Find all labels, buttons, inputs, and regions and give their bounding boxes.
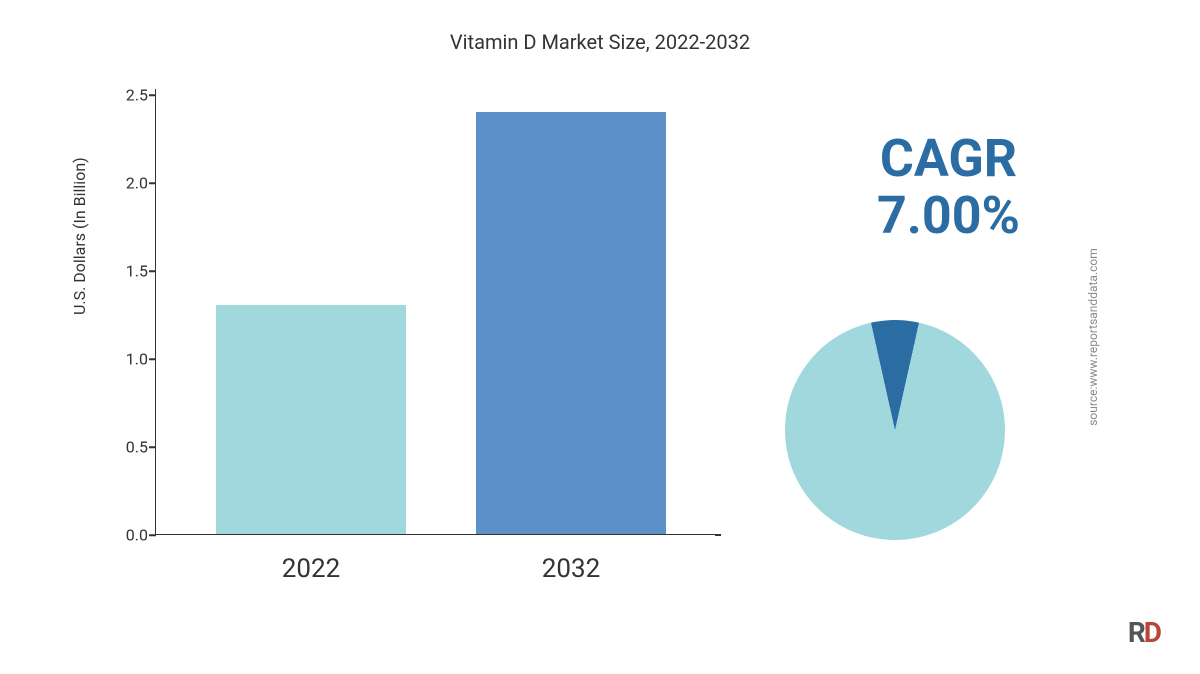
y-tick-mark [149, 182, 156, 184]
chart-title: Vitamin D Market Size, 2022-2032 [450, 30, 750, 54]
bar-2032 [476, 112, 666, 534]
pie-chart [785, 320, 1005, 540]
cagr-value: 7.00% [877, 187, 1020, 244]
source-attribution: source:www.reportsanddata.com [1086, 248, 1100, 426]
bar-chart-area: 0.00.51.01.52.02.520222032 [155, 95, 715, 535]
cagr-block: CAGR 7.00% [877, 130, 1020, 244]
x-tick-label: 2032 [542, 554, 600, 584]
y-tick-mark [149, 446, 156, 448]
y-tick-label: 1.0 [106, 350, 148, 369]
y-tick-mark [149, 358, 156, 360]
y-tick-mark [149, 270, 156, 272]
logo-d: D [1144, 616, 1160, 649]
bar-2022 [216, 305, 406, 534]
y-tick-label: 2.5 [106, 86, 148, 105]
logo: RD [1128, 616, 1160, 649]
logo-r: R [1128, 616, 1144, 649]
y-axis-label: U.S. Dollars (In Billion) [70, 157, 89, 315]
y-tick-label: 0.5 [106, 438, 148, 457]
x-axis-right-notch [715, 534, 721, 536]
x-tick-label: 2022 [282, 554, 340, 584]
y-tick-label: 1.5 [106, 262, 148, 281]
y-tick-mark [149, 534, 156, 536]
cagr-label: CAGR [877, 130, 1020, 187]
y-tick-label: 0.0 [106, 526, 148, 545]
y-tick-label: 2.0 [106, 174, 148, 193]
y-tick-mark [149, 94, 156, 96]
plot-area: 0.00.51.01.52.02.520222032 [155, 95, 715, 535]
